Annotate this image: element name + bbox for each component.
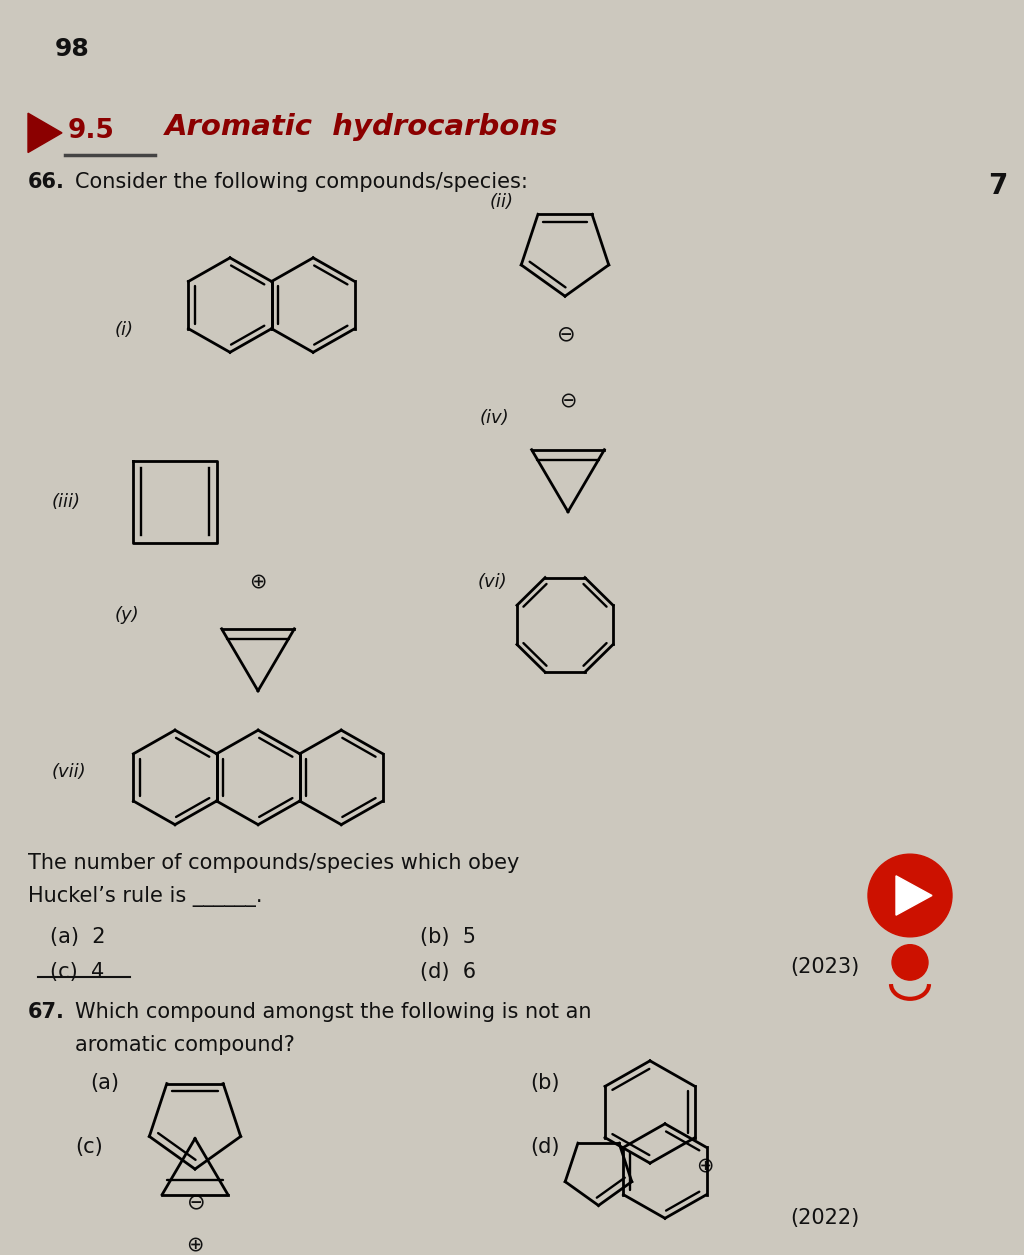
Text: $\oplus$: $\oplus$ xyxy=(186,1235,204,1255)
Text: Which compound amongst the following is not an: Which compound amongst the following is … xyxy=(75,1001,592,1022)
Text: 7: 7 xyxy=(988,172,1008,201)
Text: Aromatic  hydrocarbons: Aromatic hydrocarbons xyxy=(165,113,558,141)
Text: $\ominus$: $\ominus$ xyxy=(559,392,577,412)
Text: (i): (i) xyxy=(115,320,134,339)
Text: The number of compounds/species which obey: The number of compounds/species which ob… xyxy=(28,853,519,873)
Text: (2023): (2023) xyxy=(790,956,859,976)
Text: (c): (c) xyxy=(75,1137,102,1157)
Text: $\ominus$: $\ominus$ xyxy=(185,1194,205,1214)
Text: (vi): (vi) xyxy=(478,572,508,591)
Polygon shape xyxy=(896,876,932,915)
Text: 98: 98 xyxy=(55,38,90,61)
Text: (a): (a) xyxy=(90,1073,119,1093)
Text: (a)  2: (a) 2 xyxy=(50,927,105,948)
Text: (iii): (iii) xyxy=(52,493,81,511)
Text: (iv): (iv) xyxy=(480,409,510,427)
Text: aromatic compound?: aromatic compound? xyxy=(75,1035,295,1055)
Text: $\ominus$: $\ominus$ xyxy=(556,326,574,345)
Text: Consider the following compounds/species:: Consider the following compounds/species… xyxy=(75,172,528,192)
Circle shape xyxy=(868,855,952,936)
Text: (d): (d) xyxy=(530,1137,559,1157)
Text: Huckel’s rule is ______.: Huckel’s rule is ______. xyxy=(28,886,262,906)
Text: 67.: 67. xyxy=(28,1001,65,1022)
Text: (ii): (ii) xyxy=(490,193,514,211)
Text: $\oplus$: $\oplus$ xyxy=(696,1156,714,1176)
Text: (y): (y) xyxy=(115,606,139,624)
Text: (b)  5: (b) 5 xyxy=(420,927,476,948)
Text: $\oplus$: $\oplus$ xyxy=(249,572,267,592)
Text: (2022): (2022) xyxy=(790,1209,859,1229)
Text: (c)  4: (c) 4 xyxy=(50,963,104,983)
Text: 9.5: 9.5 xyxy=(68,118,115,144)
Text: (vii): (vii) xyxy=(52,763,87,782)
Polygon shape xyxy=(28,113,62,153)
Circle shape xyxy=(892,945,928,980)
Text: (b): (b) xyxy=(530,1073,559,1093)
Text: 66.: 66. xyxy=(28,172,65,192)
Text: (d)  6: (d) 6 xyxy=(420,963,476,983)
